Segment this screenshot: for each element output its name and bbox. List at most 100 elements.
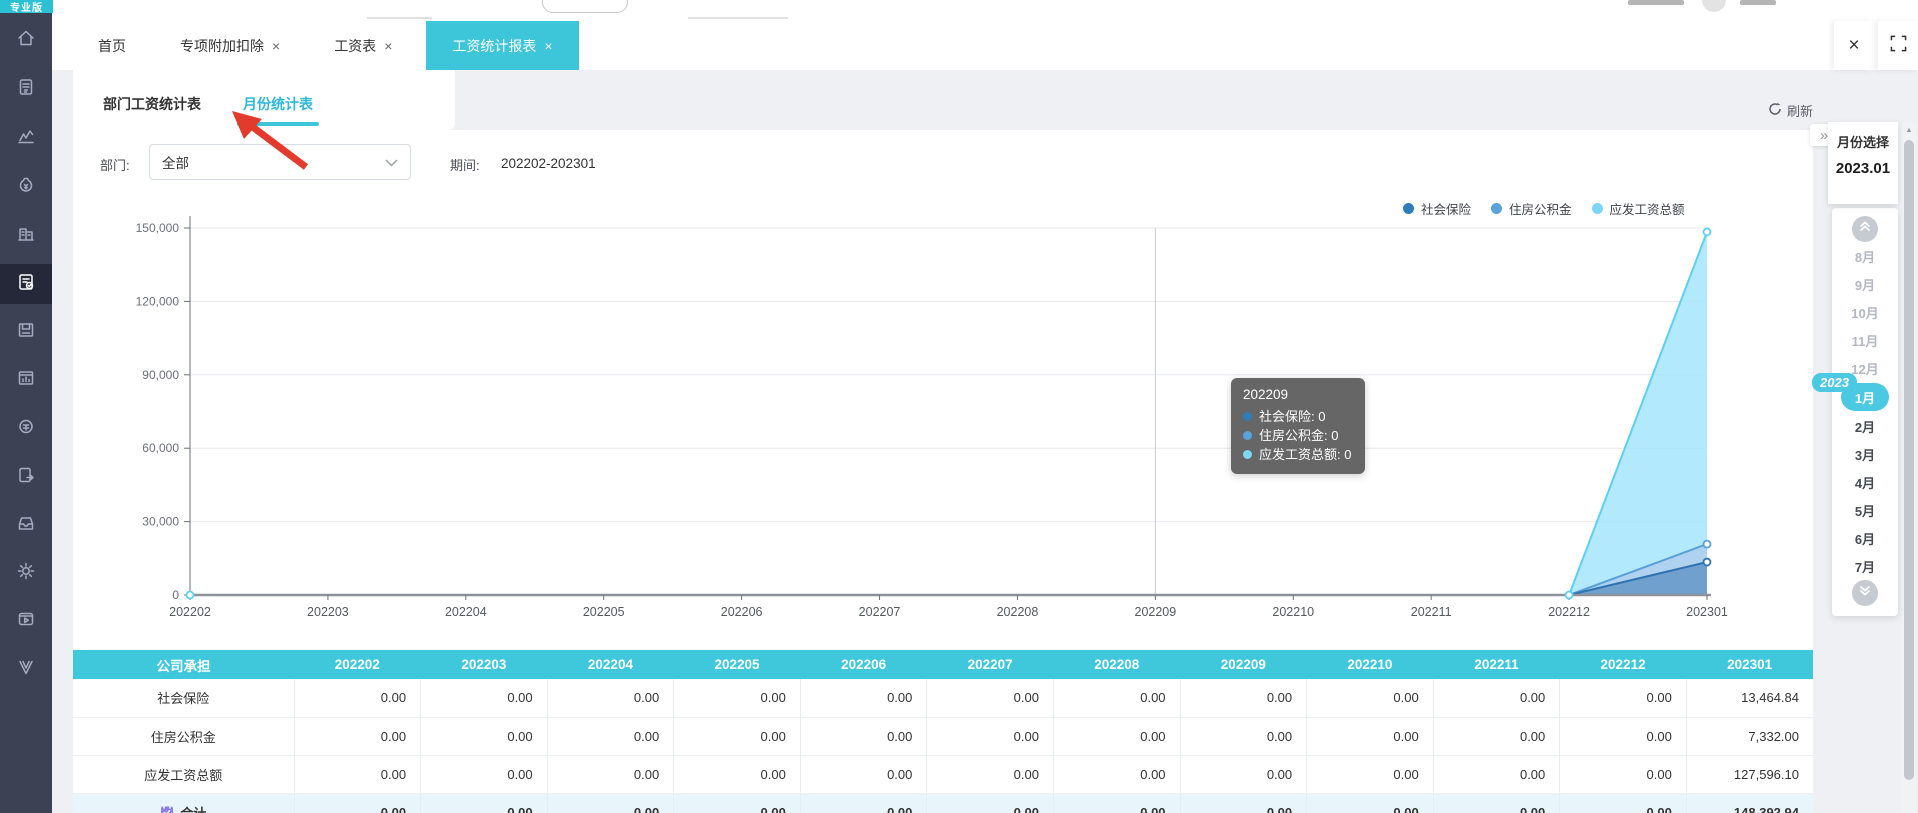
tab-首页[interactable]: 首页 (78, 21, 146, 70)
value-cell: 0.00 (1432, 717, 1560, 756)
sidebar-item-fixed-assets[interactable] (0, 360, 52, 400)
value-cell: 0.00 (1179, 793, 1307, 813)
table-header-row: 公司承担 202202 202203 202204 202205 202206 202207… (73, 650, 1813, 679)
tab-工资统计报表[interactable]: 工资统计报表 × (426, 21, 579, 70)
subtab-month-stats[interactable]: 月份统计表 (237, 94, 319, 126)
value-cell: 13,464.84 (1685, 679, 1813, 718)
legend-item-应发工资总额[interactable]: 应发工资总额 (1591, 199, 1685, 218)
tab-close-icon[interactable]: × (384, 37, 393, 54)
current-period[interactable]: 2023.01 (1835, 160, 1891, 177)
value-cell: 0.00 (926, 679, 1054, 718)
month-item-10月[interactable]: 10月 (1851, 305, 1879, 321)
tab-专项附加扣除[interactable]: 专项附加扣除 × (160, 21, 300, 70)
legend-item-住房公积金[interactable]: 住房公积金 (1491, 199, 1572, 218)
sidebar-item-report-chart[interactable] (0, 118, 52, 158)
salary-stats-table: 公司承担 202202 202203 202204 202205 202206 202207… (73, 650, 1813, 813)
month-item-5月[interactable]: 5月 (1854, 503, 1876, 519)
tab-close-icon[interactable]: × (544, 37, 553, 54)
value-cell: 7,332.00 (1685, 717, 1813, 756)
scrollbar-thumb[interactable] (1904, 140, 1914, 780)
sidebar-item-settings[interactable] (0, 553, 52, 593)
month-item-6月[interactable]: 6月 (1854, 531, 1876, 547)
svg-text:0: 0 (172, 588, 179, 602)
tab-close-icon[interactable]: × (272, 37, 281, 54)
table-header-cell: 202207 (926, 650, 1054, 679)
department-value: 全部 (162, 156, 189, 171)
value-cell: 0.00 (546, 793, 674, 813)
sidebar-item-tutorial[interactable] (0, 601, 52, 641)
value-cell: 0.00 (1179, 755, 1307, 794)
sidebar-item-transfer[interactable] (0, 457, 52, 497)
tab-工资表[interactable]: 工资表 × (314, 21, 412, 70)
fullscreen-button[interactable] (1878, 21, 1918, 70)
month-item-2月[interactable]: 2月 (1854, 419, 1876, 435)
sidebar-item-home[interactable] (0, 20, 52, 60)
value-cell: 0.00 (1052, 793, 1181, 813)
month-item-8月[interactable]: 8月 (1854, 249, 1876, 265)
refresh-button[interactable]: 刷新 (1768, 101, 1813, 120)
sidebar-item-v-logo[interactable] (0, 649, 52, 689)
scrollbar-up-arrow[interactable]: ▲ (1905, 126, 1913, 134)
row-label-cell: 社会保险 (73, 679, 294, 718)
value-cell: 0.00 (546, 679, 674, 718)
month-item-3月[interactable]: 3月 (1854, 447, 1876, 463)
svg-text:202202: 202202 (169, 605, 211, 619)
chart-canvas[interactable]: 150,000 120,000 90,000 60,000 30,000 0 202202 2… (73, 190, 1813, 640)
sidebar-item-cashier[interactable] (0, 312, 52, 352)
month-item-11月[interactable]: 11月 (1851, 333, 1879, 349)
tab-bar-tabs: 首页 专项附加扣除 × 工资表 × 工资统计报表 × (52, 21, 593, 70)
close-tab-button[interactable]: × (1834, 21, 1874, 70)
month-item-4月[interactable]: 4月 (1854, 475, 1876, 491)
tooltip-row-text: 应发工资总额: 0 (1259, 447, 1352, 462)
tooltip-series-dot-icon (1243, 450, 1252, 459)
value-cell: 0.00 (420, 717, 548, 756)
topbar (52, 0, 1918, 21)
topbar-remnant-button (542, 0, 628, 13)
svg-text:202205: 202205 (583, 605, 625, 619)
svg-text:202212: 202212 (1548, 605, 1590, 619)
table-row: 社会保险 0.00 0.00 0.00 0.00 0.00 0.00 0.00 0.00 0.00… (73, 679, 1813, 718)
table-header-cell: 公司承担 (73, 650, 294, 679)
table-header-cell: 202209 (1180, 650, 1307, 679)
table-header-cell: 202212 (1559, 650, 1687, 679)
svg-text:90,000: 90,000 (142, 368, 179, 382)
row-label: 住房公积金 (150, 729, 216, 745)
svg-text:202206: 202206 (721, 605, 763, 619)
sidebar-item-salary-report[interactable] (0, 264, 52, 304)
table-header-cell: 202205 (673, 650, 801, 679)
scroll-up-button[interactable] (1852, 216, 1878, 242)
chart-legend: 社会保险 住房公积金 应发工资总额 (1403, 199, 1685, 218)
month-item-12月[interactable]: 12月 (1851, 361, 1879, 377)
value-cell: 0.00 (799, 679, 927, 718)
row-label-cell: 住房公积金 (73, 717, 294, 756)
department-label: 部门: (100, 158, 130, 173)
home-icon (16, 28, 36, 53)
value-cell: 0.00 (420, 679, 548, 718)
collapse-icon: » (1819, 126, 1829, 144)
month-item-9月[interactable]: 9月 (1854, 277, 1876, 293)
value-cell: 127,596.10 (1685, 755, 1813, 794)
table-header-cell: 202301 (1686, 650, 1813, 679)
value-cell: 0.00 (926, 793, 1054, 813)
svg-text:60,000: 60,000 (142, 441, 179, 455)
department-select[interactable]: 全部 (149, 144, 411, 180)
legend-dot-icon (1491, 203, 1503, 214)
svg-text:150,000: 150,000 (136, 221, 180, 235)
value-cell: 0.00 (1052, 679, 1181, 718)
sidebar-item-company[interactable] (0, 215, 52, 255)
subtab-department-stats[interactable]: 部门工资统计表 (103, 94, 201, 114)
value-cell: 0.00 (1052, 755, 1181, 794)
sidebar-item-invoice[interactable] (0, 69, 52, 109)
value-cell: 0.00 (1432, 679, 1560, 718)
table-header-cell: 202206 (800, 650, 927, 679)
legend-item-社会保险[interactable]: 社会保险 (1403, 199, 1471, 218)
scroll-down-button[interactable] (1852, 580, 1878, 606)
sidebar-item-tax[interactable] (0, 408, 52, 448)
sidebar-item-archive[interactable] (0, 505, 52, 545)
table-header-cell: 202204 (547, 650, 674, 679)
month-item-7月[interactable]: 7月 (1854, 559, 1876, 575)
avatar[interactable] (1702, 0, 1726, 12)
value-cell: 0.00 (1559, 793, 1687, 813)
page-scrollbar[interactable]: ▲ (1902, 122, 1916, 813)
sidebar-item-funds[interactable] (0, 167, 52, 207)
